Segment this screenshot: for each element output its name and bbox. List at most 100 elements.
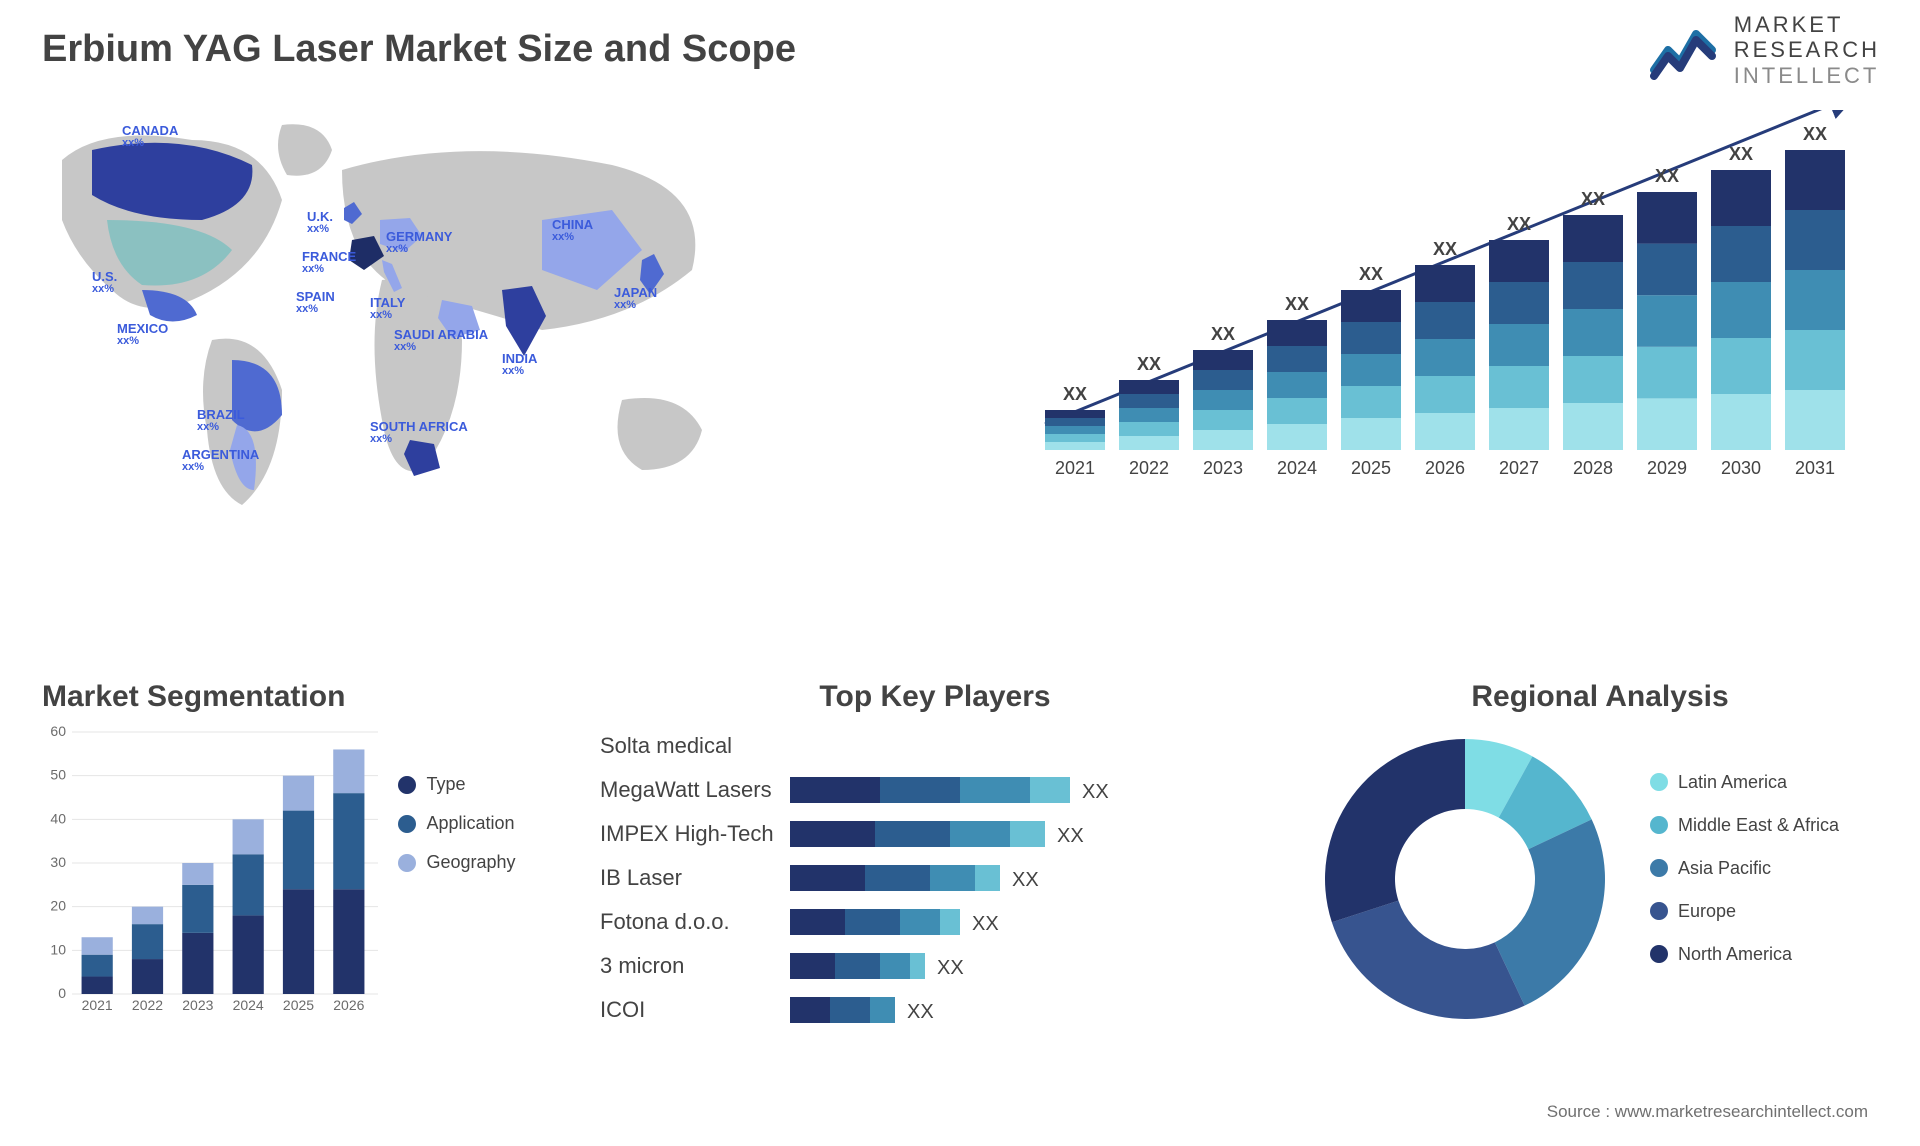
svg-text:2025: 2025: [1351, 458, 1391, 478]
map-pct: xx%: [552, 232, 593, 244]
logo-text: MARKET RESEARCH INTELLECT: [1734, 12, 1880, 88]
svg-text:30: 30: [50, 854, 66, 870]
svg-text:2023: 2023: [1203, 458, 1243, 478]
svg-text:2026: 2026: [333, 997, 364, 1013]
segmentation-title: Market Segmentation: [42, 680, 562, 714]
map-country: SAUDI ARABIA: [394, 327, 488, 342]
map-label: INDIAxx%: [502, 352, 537, 377]
map-label: FRANCExx%: [302, 250, 356, 275]
legend-label: Europe: [1678, 901, 1736, 922]
players-panel: Top Key Players Solta medicalMegaWatt La…: [600, 680, 1270, 1039]
map-country: JAPAN: [614, 285, 657, 300]
svg-text:XX: XX: [907, 1001, 934, 1023]
svg-text:XX: XX: [1359, 264, 1383, 284]
player-names: Solta medicalMegaWatt LasersIMPEX High-T…: [600, 724, 790, 1039]
map-label: MEXICOxx%: [117, 322, 168, 347]
legend-item: North America: [1650, 944, 1839, 965]
player-name: Fotona d.o.o.: [600, 900, 790, 944]
svg-text:XX: XX: [1285, 294, 1309, 314]
map-label: CHINAxx%: [552, 218, 593, 243]
svg-text:10: 10: [50, 941, 66, 957]
map-country: CHINA: [552, 217, 593, 232]
regional-legend: Latin America Middle East & Africa Asia Pa…: [1650, 772, 1839, 987]
map-pct: xx%: [307, 224, 333, 236]
legend-label: North America: [1678, 944, 1792, 965]
svg-text:XX: XX: [1507, 214, 1531, 234]
svg-text:XX: XX: [1012, 869, 1039, 891]
map-country: MEXICO: [117, 321, 168, 336]
svg-text:XX: XX: [1211, 324, 1235, 344]
svg-text:0: 0: [58, 985, 66, 1001]
players-title: Top Key Players: [600, 680, 1270, 714]
svg-text:2031: 2031: [1795, 458, 1835, 478]
map-pct: xx%: [117, 336, 168, 348]
player-name: IMPEX High-Tech: [600, 812, 790, 856]
legend-item: Geography: [398, 852, 515, 873]
svg-text:XX: XX: [1137, 354, 1161, 374]
svg-text:XX: XX: [1803, 124, 1827, 144]
svg-text:2027: 2027: [1499, 458, 1539, 478]
map-country: SOUTH AFRICA: [370, 419, 468, 434]
svg-text:2021: 2021: [82, 997, 113, 1013]
svg-text:XX: XX: [1433, 239, 1457, 259]
svg-text:2022: 2022: [1129, 458, 1169, 478]
world-map: CANADAxx%U.S.xx%MEXICOxx%U.K.xx%FRANCExx…: [32, 110, 752, 510]
legend-label: Asia Pacific: [1678, 858, 1771, 879]
legend-item: Latin America: [1650, 772, 1839, 793]
svg-text:2024: 2024: [1277, 458, 1317, 478]
map-label: BRAZILxx%: [197, 408, 245, 433]
svg-text:2030: 2030: [1721, 458, 1761, 478]
legend-item: Type: [398, 774, 515, 795]
map-country: GERMANY: [386, 229, 452, 244]
player-name: Solta medical: [600, 724, 790, 768]
legend-item: Application: [398, 813, 515, 834]
map-country: FRANCE: [302, 249, 356, 264]
map-pct: xx%: [394, 342, 488, 354]
legend-item: Asia Pacific: [1650, 858, 1839, 879]
svg-text:XX: XX: [1655, 166, 1679, 186]
map-pct: xx%: [386, 244, 452, 256]
map-country: INDIA: [502, 351, 537, 366]
map-label: SAUDI ARABIAxx%: [394, 328, 488, 353]
svg-text:20: 20: [50, 898, 66, 914]
legend-label: Application: [426, 813, 514, 834]
map-country: SPAIN: [296, 289, 335, 304]
legend-dot-icon: [1650, 816, 1668, 834]
map-pct: xx%: [502, 366, 537, 378]
map-label: CANADAxx%: [122, 124, 178, 149]
map-label: SPAINxx%: [296, 290, 335, 315]
svg-text:2023: 2023: [182, 997, 213, 1013]
svg-text:XX: XX: [1729, 144, 1753, 164]
logo-line1: MARKET: [1734, 12, 1880, 37]
player-name: IB Laser: [600, 856, 790, 900]
legend-item: Middle East & Africa: [1650, 815, 1839, 836]
svg-text:50: 50: [50, 767, 66, 783]
svg-text:2028: 2028: [1573, 458, 1613, 478]
legend-dot-icon: [398, 815, 416, 833]
map-label: U.K.xx%: [307, 210, 333, 235]
map-pct: xx%: [614, 300, 657, 312]
regional-donut: [1310, 724, 1620, 1034]
svg-text:40: 40: [50, 810, 66, 826]
map-label: ARGENTINAxx%: [182, 448, 259, 473]
map-pct: xx%: [182, 462, 259, 474]
market-growth-chart: XX2021XX2022XX2023XX2024XX2025XX2026XX20…: [1000, 110, 1870, 490]
legend-dot-icon: [398, 776, 416, 794]
map-pct: xx%: [370, 310, 405, 322]
legend-dot-icon: [398, 854, 416, 872]
svg-text:XX: XX: [1063, 384, 1087, 404]
map-country: ITALY: [370, 295, 405, 310]
map-pct: xx%: [197, 422, 245, 434]
segmentation-panel: Market Segmentation 01020304050602021202…: [42, 680, 562, 1022]
map-country: CANADA: [122, 123, 178, 138]
legend-item: Europe: [1650, 901, 1839, 922]
legend-dot-icon: [1650, 859, 1668, 877]
players-bars: XXXXXXXXXXXX: [790, 724, 1270, 1039]
map-pct: xx%: [92, 284, 117, 296]
svg-text:2025: 2025: [283, 997, 314, 1013]
regional-panel: Regional Analysis Latin AmericaMiddle Ea…: [1310, 680, 1890, 1034]
svg-text:XX: XX: [1581, 189, 1605, 209]
svg-text:2026: 2026: [1425, 458, 1465, 478]
map-label: GERMANYxx%: [386, 230, 452, 255]
legend-dot-icon: [1650, 902, 1668, 920]
